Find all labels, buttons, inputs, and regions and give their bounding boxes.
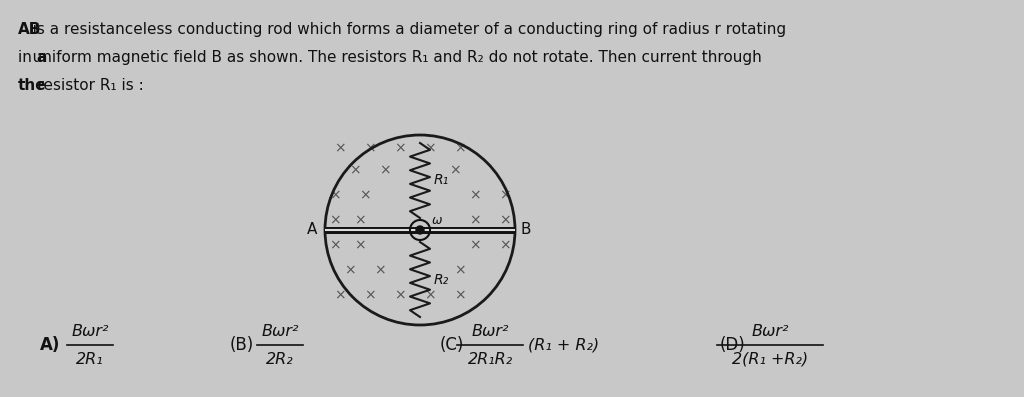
Text: Bωr²: Bωr² bbox=[261, 324, 299, 339]
Text: ×: × bbox=[354, 238, 366, 252]
Text: ×: × bbox=[499, 213, 511, 227]
Text: (C): (C) bbox=[440, 336, 464, 354]
Text: ×: × bbox=[455, 288, 466, 302]
Text: ×: × bbox=[374, 263, 386, 277]
Text: AB: AB bbox=[18, 22, 41, 37]
Text: the: the bbox=[18, 78, 47, 93]
Text: ×: × bbox=[329, 213, 341, 227]
Text: ×: × bbox=[365, 141, 376, 155]
Text: ×: × bbox=[349, 163, 360, 177]
Text: ×: × bbox=[424, 141, 436, 155]
Text: A): A) bbox=[40, 336, 60, 354]
Text: ×: × bbox=[379, 163, 391, 177]
Text: A: A bbox=[306, 222, 317, 237]
Text: resistor R₁ is :: resistor R₁ is : bbox=[18, 78, 143, 93]
Text: ×: × bbox=[329, 238, 341, 252]
Text: uniform magnetic field B as shown. The resistors R₁ and R₂ do not rotate. Then c: uniform magnetic field B as shown. The r… bbox=[18, 50, 762, 65]
Text: (D): (D) bbox=[720, 336, 745, 354]
Text: ×: × bbox=[499, 238, 511, 252]
Text: (R₁ + R₂): (R₁ + R₂) bbox=[528, 337, 599, 353]
Text: ×: × bbox=[455, 141, 466, 155]
Text: 2(R₁ +R₂): 2(R₁ +R₂) bbox=[732, 351, 808, 366]
Text: ×: × bbox=[499, 188, 511, 202]
Text: in: in bbox=[18, 50, 37, 65]
Text: ×: × bbox=[450, 163, 461, 177]
Text: ×: × bbox=[329, 188, 341, 202]
Text: ×: × bbox=[334, 288, 346, 302]
Circle shape bbox=[416, 226, 424, 234]
Text: ×: × bbox=[344, 263, 355, 277]
Text: ×: × bbox=[424, 288, 436, 302]
Text: B: B bbox=[521, 222, 531, 237]
Text: ×: × bbox=[334, 141, 346, 155]
Text: (B): (B) bbox=[230, 336, 254, 354]
Text: Bωr²: Bωr² bbox=[471, 324, 509, 339]
Text: ×: × bbox=[455, 263, 466, 277]
Text: ×: × bbox=[359, 188, 371, 202]
Text: ×: × bbox=[354, 213, 366, 227]
Text: Bωr²: Bωr² bbox=[752, 324, 788, 339]
Text: R₂: R₂ bbox=[434, 272, 450, 287]
Text: ×: × bbox=[394, 141, 406, 155]
Text: ×: × bbox=[394, 288, 406, 302]
Text: 2R₁: 2R₁ bbox=[76, 351, 103, 366]
Text: Bωr²: Bωr² bbox=[72, 324, 109, 339]
Text: ×: × bbox=[469, 188, 481, 202]
Text: ω: ω bbox=[432, 214, 442, 227]
Text: R₁: R₁ bbox=[434, 173, 450, 187]
Text: ×: × bbox=[365, 288, 376, 302]
Text: a: a bbox=[36, 50, 46, 65]
Text: is a resistanceless conducting rod which forms a diameter of a conducting ring o: is a resistanceless conducting rod which… bbox=[18, 22, 786, 37]
Text: 2R₁R₂: 2R₁R₂ bbox=[467, 351, 513, 366]
Text: ×: × bbox=[469, 213, 481, 227]
Text: 2R₂: 2R₂ bbox=[266, 351, 294, 366]
Text: ×: × bbox=[469, 238, 481, 252]
